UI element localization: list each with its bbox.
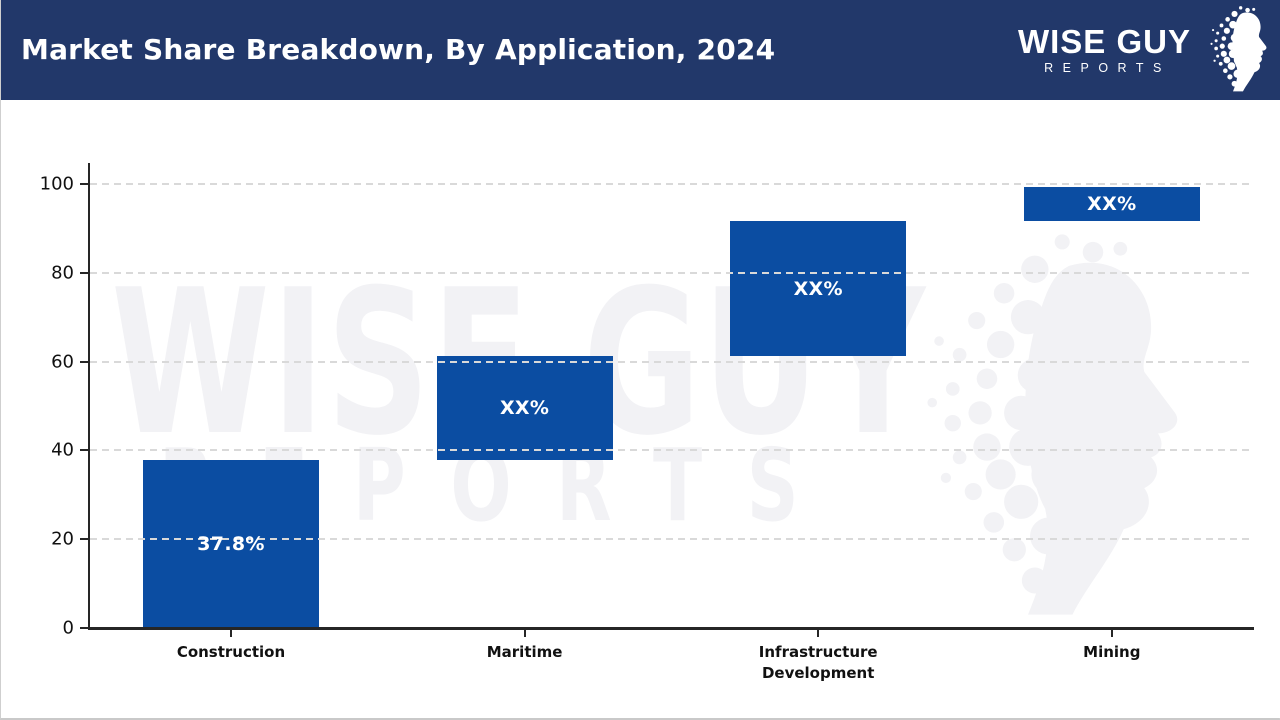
bar-value-label: XX% bbox=[1087, 192, 1137, 215]
y-tick-80 bbox=[80, 271, 88, 274]
bar-value-label: XX% bbox=[793, 277, 843, 300]
x-tick-3 bbox=[1110, 630, 1113, 637]
brand-name: WISE GUY bbox=[1017, 22, 1191, 60]
y-axis-line bbox=[88, 163, 90, 630]
x-category-label-line: Infrastructure bbox=[758, 643, 878, 661]
brand-subtitle: REPORTS bbox=[1044, 61, 1171, 76]
y-tick-label-60: 60 bbox=[51, 351, 74, 373]
gridline-20 bbox=[90, 538, 1254, 541]
bar-construction bbox=[143, 460, 319, 628]
x-tick-1 bbox=[523, 630, 526, 637]
y-tick-40 bbox=[80, 449, 88, 452]
y-tick-20 bbox=[80, 538, 88, 541]
bar-maritime bbox=[436, 356, 613, 461]
gridline-60 bbox=[90, 360, 1254, 363]
y-tick-label-80: 80 bbox=[51, 262, 74, 284]
page-title: Market Share Breakdown, By Application, … bbox=[21, 33, 776, 66]
y-tick-label-100: 100 bbox=[39, 173, 74, 195]
dotted-face-profile-icon bbox=[1193, 4, 1273, 96]
x-category-label-line: Mining bbox=[1083, 643, 1141, 661]
x-category-label: Maritime bbox=[415, 642, 635, 663]
x-axis-line bbox=[88, 627, 1254, 630]
x-category-label: Mining bbox=[1002, 642, 1222, 663]
bar-infrastructure-development bbox=[730, 220, 907, 357]
y-tick-100 bbox=[80, 183, 88, 185]
plot-area: 0 20 40 60 80 100 37.8% Construction XX% Maritime… bbox=[40, 163, 1254, 682]
header-bar: Market Share Breakdown, By Application, … bbox=[1, 0, 1280, 100]
y-tick-0 bbox=[80, 627, 88, 629]
bar-value-label: XX% bbox=[499, 397, 550, 420]
y-tick-label-0: 0 bbox=[62, 617, 74, 639]
bar-mining bbox=[1023, 187, 1200, 221]
x-category-label-line: Construction bbox=[176, 643, 286, 661]
y-tick-label-20: 20 bbox=[51, 528, 74, 550]
brand-logo: WISE GUY REPORTS bbox=[1018, 4, 1273, 96]
gridline-80 bbox=[90, 271, 1254, 274]
gridline-100 bbox=[90, 183, 1254, 185]
x-category-label: Construction bbox=[121, 642, 341, 663]
x-category-label: Infrastructure Development bbox=[708, 642, 928, 684]
y-tick-60 bbox=[80, 360, 88, 363]
bar-value-label: 37.8% bbox=[197, 533, 265, 556]
x-tick-0 bbox=[230, 630, 232, 637]
y-tick-label-40: 40 bbox=[51, 439, 74, 461]
x-category-label-line: Development bbox=[761, 664, 875, 682]
x-tick-2 bbox=[817, 630, 820, 637]
x-category-label-line: Maritime bbox=[486, 643, 563, 661]
gridline-40 bbox=[90, 449, 1254, 452]
chart-panel: WISE GUY REPORTS 0 20 40 60 80 100 37.8% Constr… bbox=[1, 100, 1280, 718]
brand-logo-text: WISE GUY REPORTS bbox=[1017, 22, 1191, 76]
